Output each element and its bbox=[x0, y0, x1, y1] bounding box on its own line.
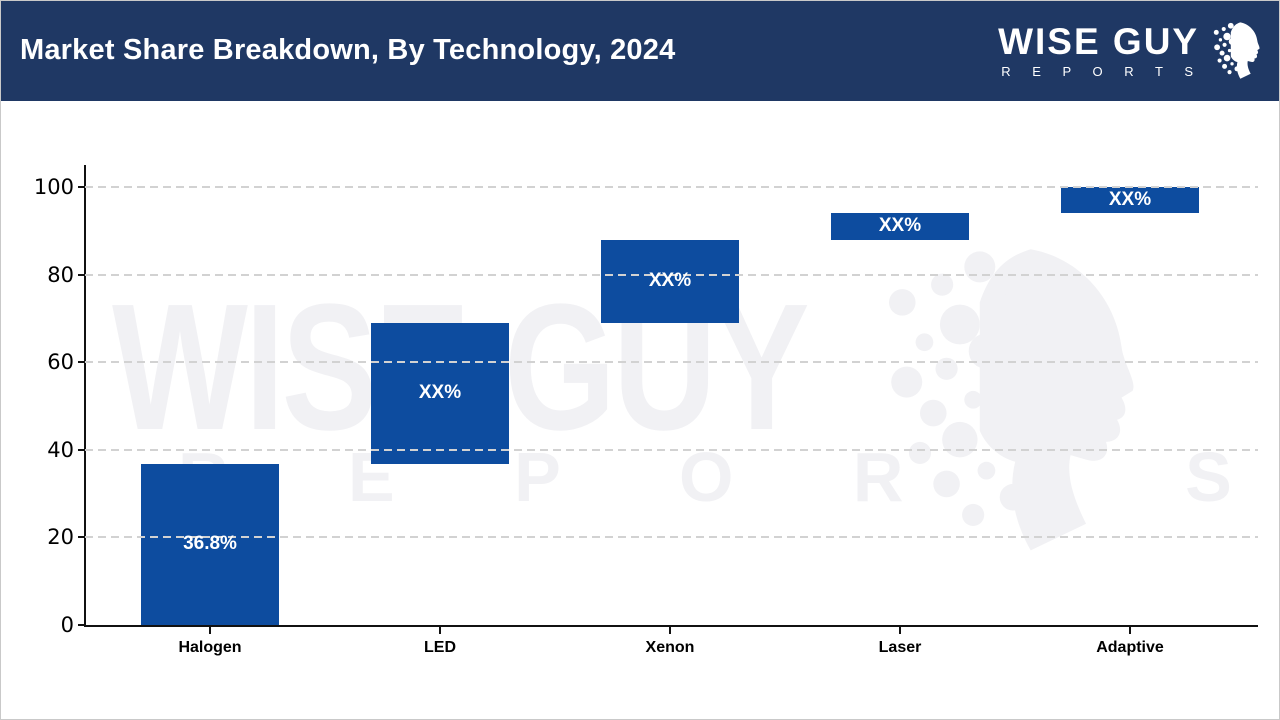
x-axis-line bbox=[84, 625, 1258, 627]
x-axis-tick bbox=[209, 627, 211, 634]
bar-led bbox=[371, 322, 509, 464]
y-axis-tick-label: 80 bbox=[47, 262, 74, 287]
x-axis-tick bbox=[439, 627, 441, 634]
bar-halogen bbox=[141, 463, 279, 625]
y-axis-tick-label: 20 bbox=[47, 525, 74, 550]
wise-guy-reports-logo: WISE GUY R E P O R T S bbox=[995, 11, 1280, 91]
logo-wiseguy-text: WISE GUY bbox=[998, 21, 1200, 62]
gridline-100 bbox=[85, 186, 1258, 188]
x-axis-tick bbox=[669, 627, 671, 634]
bar-value-label: XX% bbox=[878, 215, 922, 237]
bar-laser bbox=[831, 213, 969, 240]
watermark-reports-text: R E P O R T S bbox=[178, 438, 1280, 516]
y-axis-tick bbox=[78, 448, 85, 451]
x-axis-category-label: Laser bbox=[878, 639, 922, 656]
bar-value-label: XX% bbox=[418, 382, 462, 404]
bar-xenon bbox=[601, 239, 739, 323]
bar-value-label: 36.8% bbox=[183, 533, 237, 555]
gridline-20 bbox=[85, 536, 1258, 539]
bar-value-label: XX% bbox=[1108, 189, 1152, 211]
logo-reports-text: R E P O R T S bbox=[1001, 64, 1202, 79]
y-axis-tick-label: 40 bbox=[47, 437, 74, 462]
y-axis-tick-label: 100 bbox=[33, 175, 74, 199]
y-axis-line bbox=[84, 165, 86, 625]
x-axis-category-label: Xenon bbox=[645, 639, 695, 656]
header-bar: Market Share Breakdown, By Technology, 2… bbox=[0, 0, 1280, 101]
y-axis-tick bbox=[78, 361, 85, 364]
watermark-face-icon bbox=[889, 249, 1134, 551]
x-axis-category-label: Halogen bbox=[178, 639, 242, 656]
x-axis-tick bbox=[899, 627, 901, 634]
x-axis-tick bbox=[1129, 627, 1131, 634]
y-axis-tick-label: 60 bbox=[47, 350, 74, 375]
y-axis-tick bbox=[78, 273, 85, 276]
x-axis-category-label: Adaptive bbox=[1096, 639, 1164, 656]
page-title: Market Share Breakdown, By Technology, 2… bbox=[20, 34, 676, 66]
bar-adaptive bbox=[1061, 187, 1199, 214]
logo-face-icon bbox=[1213, 21, 1260, 79]
y-axis-tick bbox=[78, 536, 85, 539]
gridline-80 bbox=[85, 273, 1258, 276]
x-axis-category-label: LED bbox=[424, 639, 456, 656]
y-axis-tick bbox=[78, 624, 85, 626]
bar-value-label: XX% bbox=[648, 270, 692, 292]
gridline-60 bbox=[85, 361, 1258, 364]
y-axis-tick bbox=[78, 186, 85, 188]
y-axis-tick-label: 0 bbox=[60, 613, 74, 637]
gridline-40 bbox=[85, 448, 1258, 451]
